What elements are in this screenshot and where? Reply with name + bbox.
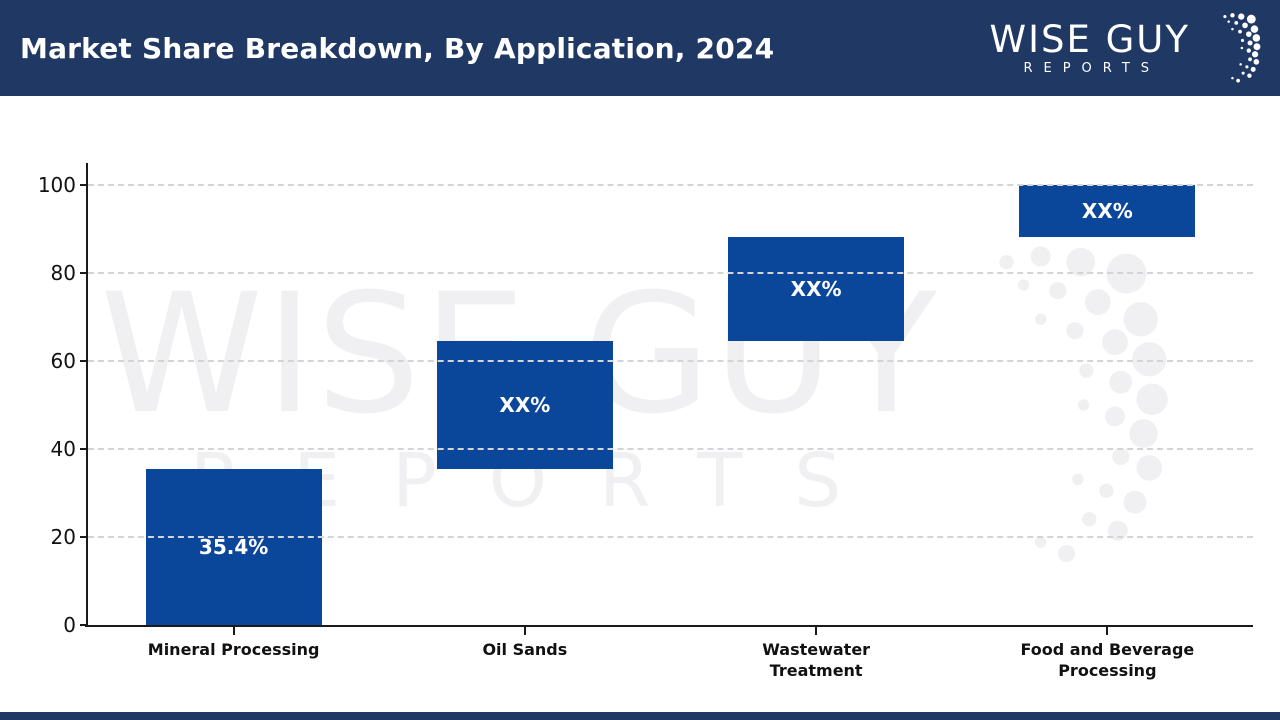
bar-segment: XX% — [436, 341, 613, 470]
bar-value-label: XX% — [790, 277, 842, 302]
gridline-40 — [88, 448, 1253, 450]
x-axis-category-label: Mineral Processing — [147, 640, 320, 659]
y-axis-tick-label: 40 — [50, 437, 76, 461]
x-axis-category-label: Wastewater Treatment — [762, 640, 871, 680]
y-axis-tick — [80, 536, 88, 538]
y-axis-tick-label: 20 — [50, 525, 76, 549]
x-axis-spine — [85, 625, 1253, 627]
gridline-60 — [88, 360, 1253, 362]
chart-title: Market Share Breakdown, By Application, … — [20, 31, 775, 65]
y-axis-tick-label: 100 — [37, 173, 76, 197]
y-axis-tick-label: 0 — [63, 613, 76, 637]
logo-wordmark: WISE GUY — [989, 17, 1190, 61]
gridline-20 — [88, 536, 1253, 538]
y-axis-tick — [80, 272, 88, 274]
y-axis-tick — [80, 624, 88, 626]
footer-bar — [0, 712, 1280, 720]
head-profile-icon — [1223, 13, 1261, 83]
x-axis-tick — [523, 627, 526, 635]
logo: WISE GUY REPORTS — [990, 9, 1262, 87]
x-axis-category-label: Food and Beverage Processing — [1020, 640, 1195, 680]
y-axis-tick — [80, 360, 88, 362]
y-axis-tick-label: 80 — [50, 261, 76, 285]
x-axis-category-label: Oil Sands — [482, 640, 568, 659]
bar-segment: XX% — [728, 236, 905, 342]
y-axis-tick-label: 60 — [50, 349, 76, 373]
logo-subtext: REPORTS — [1023, 60, 1161, 76]
x-axis-tick — [815, 627, 818, 635]
header-bar: Market Share Breakdown, By Application, … — [0, 0, 1280, 96]
y-axis-spine — [86, 163, 88, 627]
x-axis-tick — [1106, 627, 1109, 635]
gridline-80 — [88, 272, 1253, 274]
bar-segment: 35.4% — [145, 469, 322, 625]
bar-value-label: XX% — [499, 393, 551, 418]
y-axis-tick — [80, 448, 88, 450]
bar-value-label: 35.4% — [198, 535, 269, 560]
gridline-100 — [88, 184, 1253, 186]
y-axis-tick — [80, 184, 88, 186]
x-axis-tick — [232, 627, 235, 635]
bar-value-label: XX% — [1081, 198, 1133, 223]
bar-segment: XX% — [1019, 185, 1196, 237]
